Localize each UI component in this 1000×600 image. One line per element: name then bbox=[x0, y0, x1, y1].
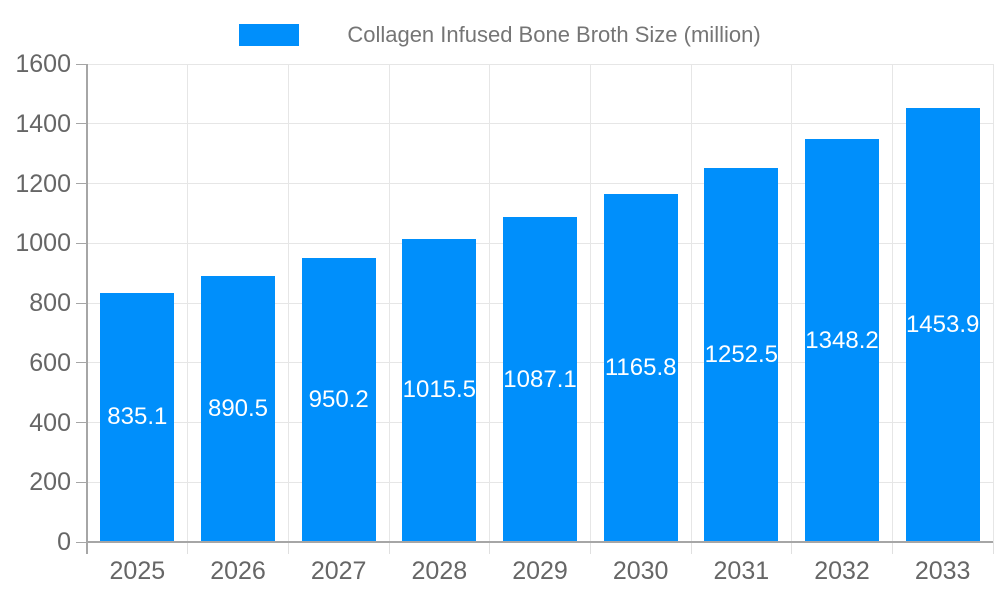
bar[interactable] bbox=[905, 107, 980, 542]
y-tick-mark bbox=[76, 302, 87, 304]
y-tick-mark bbox=[76, 362, 87, 364]
x-axis-tick-label: 2032 bbox=[814, 557, 870, 585]
bar[interactable] bbox=[503, 217, 577, 542]
x-axis-tick-label: 2028 bbox=[411, 557, 468, 585]
legend-swatch-icon bbox=[239, 24, 300, 46]
x-axis-tick-label: 2031 bbox=[713, 557, 770, 585]
bar-value-label: 1015.5 bbox=[402, 376, 477, 404]
y-tick-mark bbox=[76, 183, 87, 184]
x-tick-mark bbox=[388, 542, 390, 554]
x-axis-tick-label: 2033 bbox=[914, 557, 971, 585]
bar-value-label: 1087.1 bbox=[503, 365, 577, 393]
bar[interactable] bbox=[201, 275, 275, 542]
y-axis-tick-label: 400 bbox=[29, 408, 71, 437]
bar-value-label: 1453.9 bbox=[905, 310, 980, 338]
x-tick-mark bbox=[187, 542, 189, 554]
y-axis-tick-label: 800 bbox=[29, 289, 71, 317]
h-gridline bbox=[87, 183, 993, 184]
v-gridline bbox=[690, 64, 692, 542]
x-axis-tick-label: 2026 bbox=[210, 557, 266, 585]
v-gridline bbox=[388, 64, 390, 542]
v-gridline bbox=[589, 64, 591, 542]
bar[interactable] bbox=[402, 238, 477, 542]
x-axis-tick-label: 2025 bbox=[109, 557, 166, 585]
x-axis-tick-label: 2030 bbox=[612, 557, 669, 585]
bar[interactable] bbox=[100, 292, 175, 542]
y-axis-tick-label: 1400 bbox=[15, 109, 71, 138]
y-tick-mark bbox=[76, 422, 87, 423]
y-tick-mark bbox=[76, 123, 87, 125]
x-axis-tick-label: 2029 bbox=[512, 557, 568, 585]
y-axis-tick-label: 1000 bbox=[15, 229, 71, 258]
bar-value-label: 1165.8 bbox=[604, 353, 677, 381]
y-tick-mark bbox=[76, 481, 87, 483]
v-gridline bbox=[992, 64, 994, 542]
bar-value-label: 1348.2 bbox=[805, 326, 879, 354]
legend[interactable]: Collagen Infused Bone Broth Size (millio… bbox=[0, 19, 1000, 51]
bar[interactable] bbox=[704, 167, 779, 542]
v-gridline bbox=[891, 64, 893, 542]
bar[interactable] bbox=[603, 193, 678, 542]
v-gridline bbox=[489, 64, 491, 542]
bar-value-label: 890.5 bbox=[207, 394, 269, 422]
bar[interactable] bbox=[805, 139, 879, 542]
y-tick-mark bbox=[76, 63, 87, 65]
v-gridline bbox=[187, 64, 189, 542]
x-tick-mark bbox=[287, 542, 289, 554]
y-axis-line bbox=[86, 64, 88, 554]
v-gridline bbox=[791, 64, 793, 542]
y-axis-tick-label: 0 bbox=[57, 528, 71, 556]
h-gridline bbox=[87, 123, 993, 125]
x-axis-tick-label: 2027 bbox=[310, 557, 367, 585]
bar-value-label: 950.2 bbox=[308, 386, 369, 414]
x-tick-mark bbox=[992, 542, 994, 554]
bar[interactable] bbox=[301, 258, 376, 542]
x-tick-mark bbox=[791, 542, 793, 554]
bar-value-label: 835.1 bbox=[107, 403, 168, 431]
x-tick-mark bbox=[589, 542, 591, 554]
h-gridline bbox=[87, 63, 993, 65]
x-axis-line bbox=[87, 541, 993, 543]
bar-value-label: 1252.5 bbox=[704, 340, 779, 368]
y-axis-tick-label: 1600 bbox=[15, 50, 71, 78]
x-tick-mark bbox=[489, 542, 491, 554]
v-gridline bbox=[287, 64, 289, 542]
legend-label: Collagen Infused Bone Broth Size (millio… bbox=[347, 22, 761, 47]
y-tick-mark bbox=[76, 541, 87, 543]
y-axis-tick-label: 200 bbox=[29, 468, 71, 497]
y-axis-tick-label: 1200 bbox=[15, 169, 71, 198]
y-tick-mark bbox=[76, 242, 87, 244]
x-tick-mark bbox=[891, 542, 893, 554]
y-axis-tick-label: 600 bbox=[29, 348, 71, 377]
x-tick-mark bbox=[690, 542, 692, 554]
